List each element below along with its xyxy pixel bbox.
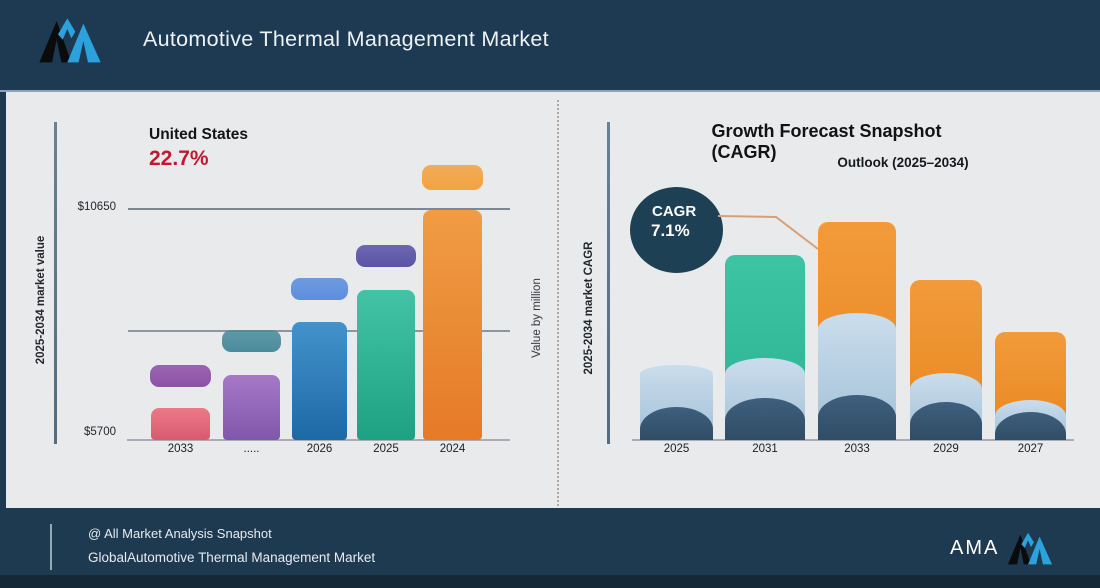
left-highlight-value: 22.7% [149,147,209,170]
bar-2025 [357,289,415,440]
left-gridline-top [128,208,510,210]
right-chart-title: Growth Forecast Snapshot (CAGR) [711,121,942,162]
bar-..... [223,374,280,440]
left-x-label-2033: 2033 [167,443,194,455]
left-x-label-.....: ..... [243,443,260,455]
footer-brand-text: AMA [950,537,1000,559]
footer-band [0,508,1100,575]
left-y-axis-line [54,122,57,444]
left-y-axis-title: 2025-2034 market value [35,235,47,365]
bar-2024 [423,210,482,440]
value-by-million-note: Value by million [531,278,543,358]
right-x-label-2029: 2029 [933,443,959,455]
bar-2025-base-segment [640,407,713,440]
footer-vertical-divider [50,524,52,570]
left-x-label-2025: 2025 [373,443,399,455]
left-x-label-2024: 2024 [439,443,466,455]
footer-ama-logo-icon [1007,532,1053,565]
right-y-axis-title: 2025-2034 market CAGR [583,241,595,375]
page-title: Automotive Thermal Management Market [143,27,549,51]
left-ytick-bottom: $5700 [84,426,116,438]
floating-segment-2026 [291,277,348,301]
floating-segment-2025 [356,244,416,268]
center-dotted-divider [557,100,559,506]
bar-2033 [151,407,210,440]
cagr-badge-title: CAGR [652,203,697,220]
right-chart-subtitle: Outlook (2025–2034) [837,155,969,170]
header-divider [0,90,1100,92]
right-y-axis-line [607,122,610,444]
ama-logo-icon [39,18,101,63]
right-x-label-2031: 2031 [752,443,778,455]
left-x-label-2026: 2026 [306,443,333,455]
bar-2027-base-segment [995,411,1066,440]
footer-report-name: GlobalAutomotive Thermal Management Mark… [88,550,376,565]
header-band: Automotive Thermal Management Market [0,0,1100,90]
floating-segment-..... [222,329,281,353]
footer-bottom-strip [0,575,1100,588]
left-highlight-label: United States [149,126,249,143]
floating-segment-2033 [150,365,211,388]
right-x-label-2025: 2025 [663,443,690,455]
bar-2026 [292,321,347,440]
floating-segment-2024 [422,164,483,190]
bar-2031-base-segment [725,398,805,440]
cagr-badge-value: 7.1% [651,221,690,240]
right-x-label-2033: 2033 [844,443,870,455]
cagr-badge [630,187,723,273]
footer-caption: @ All Market Analysis Snapshot [88,526,272,541]
right-x-label-2027: 2027 [1017,443,1044,455]
left-ytick-top: $10650 [77,201,116,213]
bar-2029-base-segment [910,401,982,440]
bar-2033-base-segment [818,394,896,440]
